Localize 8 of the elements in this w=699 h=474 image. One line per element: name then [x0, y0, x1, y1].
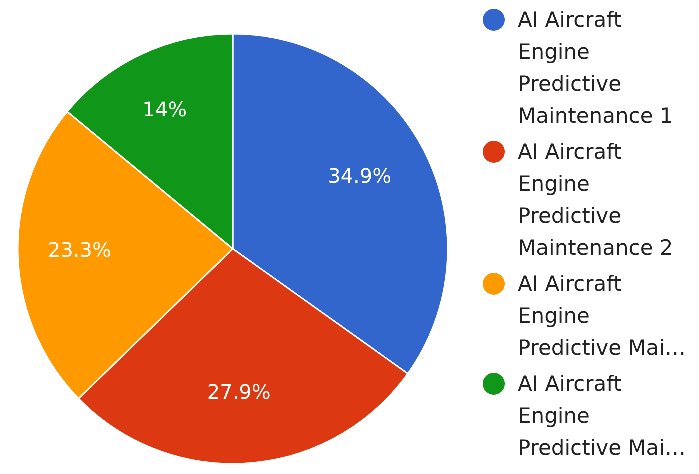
legend-label: AI Aircraft Engine Predictive Mai… — [518, 271, 688, 362]
data-label: 34.9% — [328, 164, 392, 188]
data-label: 23.3% — [48, 238, 112, 262]
legend-label: AI Aircraft Engine Predictive Mai… — [518, 371, 688, 462]
data-label: 14% — [142, 98, 188, 122]
data-label: 27.9% — [207, 380, 271, 404]
legend-label: AI Aircraft Engine Predictive Maintenance 1 — [518, 7, 674, 130]
legend-label: AI Aircraft Engine Predictive Maintenance 2 — [518, 139, 674, 262]
